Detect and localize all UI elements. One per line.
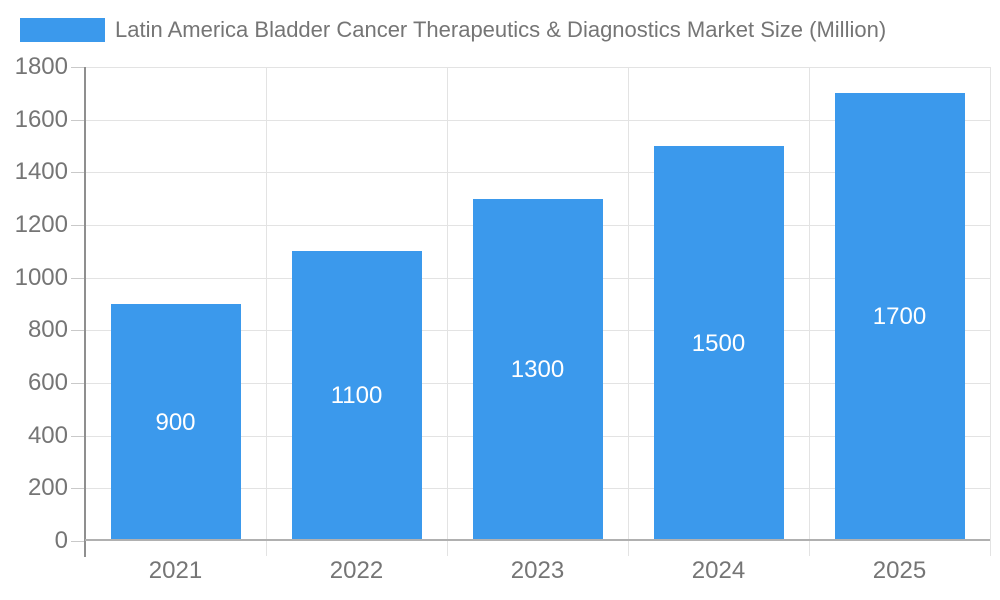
y-axis-tick-label: 800 bbox=[27, 316, 68, 344]
y-axis-tick-label: 400 bbox=[27, 421, 68, 449]
category-divider bbox=[990, 67, 991, 556]
y-axis-tick bbox=[71, 541, 85, 542]
category-divider bbox=[447, 67, 448, 556]
y-gridline bbox=[85, 172, 990, 174]
bar-value-label: 1100 bbox=[330, 382, 383, 410]
x-axis-baseline bbox=[85, 539, 990, 541]
x-axis-category-label: 2021 bbox=[148, 557, 203, 584]
bar-value-label: 900 bbox=[155, 408, 196, 436]
y-gridline bbox=[85, 119, 990, 121]
y-axis-line bbox=[84, 67, 86, 557]
x-axis-category-label: 2022 bbox=[329, 557, 384, 584]
bar-value-label: 1700 bbox=[872, 303, 927, 331]
legend-item[interactable]: Latin America Bladder Cancer Therapeutic… bbox=[20, 17, 887, 42]
y-axis-tick-label: 1800 bbox=[14, 53, 68, 80]
bar[interactable]: 1500 bbox=[653, 146, 784, 541]
category-divider bbox=[266, 67, 267, 556]
y-axis-tick-label: 1200 bbox=[14, 211, 68, 238]
y-axis-tick bbox=[71, 330, 85, 332]
bar[interactable]: 900 bbox=[110, 304, 241, 541]
bar[interactable]: 1300 bbox=[472, 198, 603, 541]
y-axis-tick bbox=[71, 435, 85, 437]
y-gridline bbox=[85, 67, 990, 68]
y-axis-tick-label: 1000 bbox=[14, 263, 68, 291]
bar-value-label: 1500 bbox=[691, 329, 746, 357]
y-axis-tick-label: 1600 bbox=[14, 105, 68, 133]
y-axis-tick-label: 600 bbox=[27, 369, 68, 396]
y-axis-tick-label: 1400 bbox=[14, 158, 68, 186]
x-axis-category-label: 2024 bbox=[691, 557, 746, 584]
legend-label: Latin America Bladder Cancer Therapeutic… bbox=[115, 17, 887, 42]
y-axis-tick bbox=[71, 225, 85, 226]
x-axis-category-label: 2025 bbox=[872, 557, 927, 584]
category-divider bbox=[809, 67, 810, 556]
y-axis-tick bbox=[71, 383, 85, 384]
y-axis-tick bbox=[71, 172, 85, 174]
bar[interactable]: 1100 bbox=[291, 251, 422, 541]
y-axis-tick bbox=[71, 119, 85, 121]
legend-swatch-icon bbox=[20, 18, 105, 42]
x-axis-category-label: 2023 bbox=[510, 557, 565, 584]
y-axis-tick bbox=[71, 277, 85, 279]
y-axis-tick-label: 0 bbox=[54, 527, 68, 554]
y-axis-tick bbox=[71, 67, 85, 68]
bar[interactable]: 1700 bbox=[834, 93, 965, 541]
y-axis-tick-label: 200 bbox=[27, 474, 68, 502]
bar-value-label: 1300 bbox=[510, 355, 565, 383]
y-axis-tick bbox=[71, 488, 85, 490]
category-divider bbox=[628, 67, 629, 556]
